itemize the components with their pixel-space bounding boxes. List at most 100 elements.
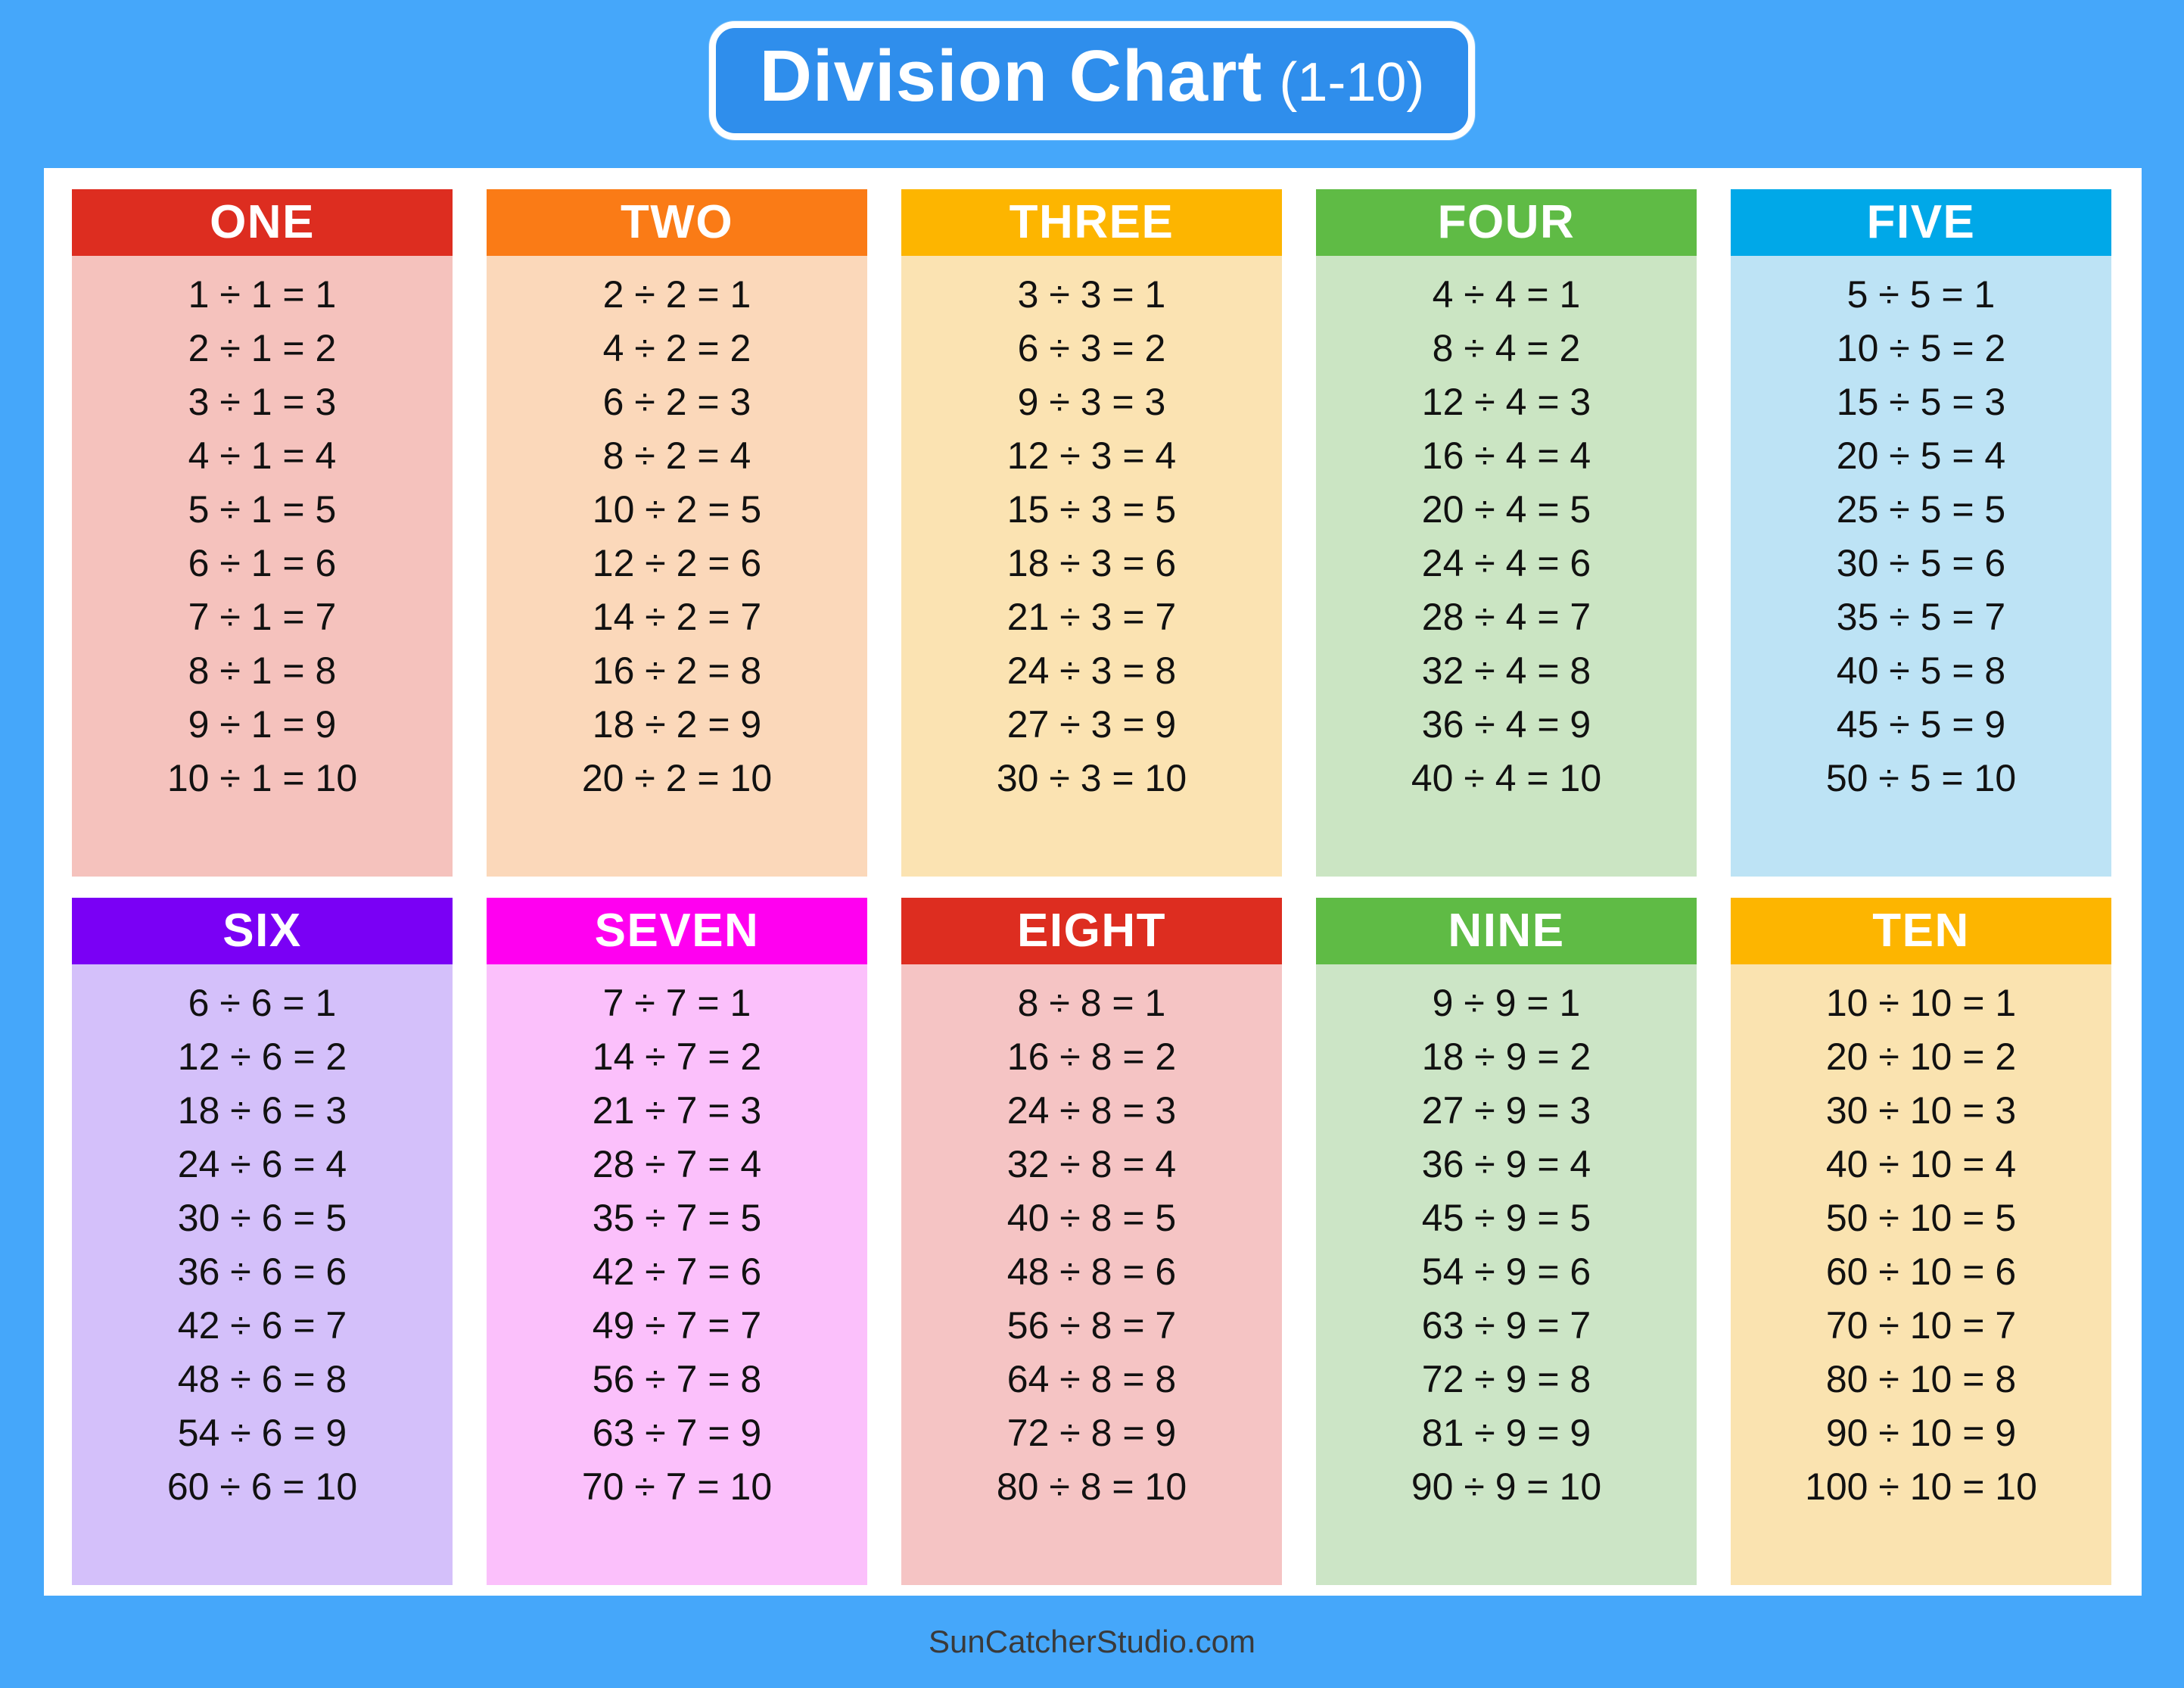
division-fact: 63 ÷ 7 = 9 [592,1412,762,1454]
division-fact: 70 ÷ 7 = 10 [581,1465,773,1508]
division-fact: 30 ÷ 6 = 5 [177,1197,347,1239]
division-fact: 6 ÷ 2 = 3 [602,381,751,423]
division-fact: 36 ÷ 9 = 4 [1421,1143,1591,1185]
table-header-nine: NINE [1316,898,1697,964]
division-fact: 30 ÷ 5 = 6 [1836,542,2006,584]
division-fact: 60 ÷ 6 = 10 [166,1465,358,1508]
division-fact: 4 ÷ 4 = 1 [1432,273,1581,316]
division-fact: 49 ÷ 7 = 7 [592,1304,762,1347]
table-header-two: TWO [487,189,867,256]
division-fact: 12 ÷ 4 = 3 [1421,381,1591,423]
division-fact: 8 ÷ 2 = 4 [602,434,751,477]
table-header-eight: EIGHT [901,898,1282,964]
title-badge: Division Chart (1-10) [708,21,1476,140]
division-fact: 40 ÷ 10 = 4 [1825,1143,2017,1185]
table-body: 4 ÷ 4 = 1 8 ÷ 4 = 2 12 ÷ 4 = 3 16 ÷ 4 = 4 20… [1316,256,1697,877]
division-tables-grid: ONE 1 ÷ 1 = 1 2 ÷ 1 = 2 3 ÷ 1 = 3 4 ÷ 1 = 4 5… [72,189,2114,1585]
division-fact: 21 ÷ 7 = 3 [592,1089,762,1132]
division-fact: 9 ÷ 1 = 9 [188,703,337,746]
division-fact: 50 ÷ 5 = 10 [1825,757,2017,799]
division-fact: 2 ÷ 1 = 2 [188,327,337,369]
division-table-card: FIVE 5 ÷ 5 = 1 10 ÷ 5 = 2 15 ÷ 5 = 3 20 ÷ 5 … [1731,189,2111,877]
division-fact: 64 ÷ 8 = 8 [1006,1358,1177,1400]
title-container: Division Chart (1-10) [0,21,2184,140]
division-fact: 20 ÷ 4 = 5 [1421,488,1591,531]
division-fact: 16 ÷ 8 = 2 [1006,1036,1177,1078]
division-fact: 6 ÷ 3 = 2 [1017,327,1166,369]
division-table-card: ONE 1 ÷ 1 = 1 2 ÷ 1 = 2 3 ÷ 1 = 3 4 ÷ 1 = 4 5… [72,189,453,877]
table-body: 9 ÷ 9 = 1 18 ÷ 9 = 2 27 ÷ 9 = 3 36 ÷ 9 = 4 4… [1316,964,1697,1585]
division-fact: 15 ÷ 3 = 5 [1006,488,1177,531]
division-fact: 48 ÷ 8 = 6 [1006,1250,1177,1293]
division-fact: 27 ÷ 3 = 9 [1006,703,1177,746]
division-table-card: FOUR 4 ÷ 4 = 1 8 ÷ 4 = 2 12 ÷ 4 = 3 16 ÷ 4 =… [1316,189,1697,877]
division-fact: 10 ÷ 2 = 5 [592,488,762,531]
division-fact: 10 ÷ 5 = 2 [1836,327,2006,369]
division-fact: 80 ÷ 10 = 8 [1825,1358,2017,1400]
table-body: 2 ÷ 2 = 1 4 ÷ 2 = 2 6 ÷ 2 = 3 8 ÷ 2 = 4 10 ÷… [487,256,867,877]
division-fact: 28 ÷ 4 = 7 [1421,596,1591,638]
division-fact: 24 ÷ 6 = 4 [177,1143,347,1185]
division-fact: 18 ÷ 3 = 6 [1006,542,1177,584]
division-fact: 8 ÷ 4 = 2 [1432,327,1581,369]
division-table-card: THREE 3 ÷ 3 = 1 6 ÷ 3 = 2 9 ÷ 3 = 3 12 ÷ 3 =… [901,189,1282,877]
division-fact: 63 ÷ 9 = 7 [1421,1304,1591,1347]
division-fact: 45 ÷ 9 = 5 [1421,1197,1591,1239]
division-fact: 12 ÷ 2 = 6 [592,542,762,584]
division-fact: 36 ÷ 6 = 6 [177,1250,347,1293]
table-header-ten: TEN [1731,898,2111,964]
division-fact: 16 ÷ 2 = 8 [592,649,762,692]
division-fact: 3 ÷ 1 = 3 [188,381,337,423]
division-fact: 9 ÷ 9 = 1 [1432,982,1581,1024]
division-fact: 42 ÷ 6 = 7 [177,1304,347,1347]
division-table-card: TWO 2 ÷ 2 = 1 4 ÷ 2 = 2 6 ÷ 2 = 3 8 ÷ 2 = 4 1… [487,189,867,877]
division-fact: 40 ÷ 5 = 8 [1836,649,2006,692]
division-fact: 16 ÷ 4 = 4 [1421,434,1591,477]
division-table-card: SEVEN 7 ÷ 7 = 1 14 ÷ 7 = 2 21 ÷ 7 = 3 28 ÷ 7… [487,898,867,1585]
division-fact: 6 ÷ 1 = 6 [188,542,337,584]
page-title-range: (1-10) [1279,52,1425,113]
division-fact: 12 ÷ 6 = 2 [177,1036,347,1078]
division-fact: 48 ÷ 6 = 8 [177,1358,347,1400]
division-fact: 30 ÷ 3 = 10 [996,757,1187,799]
division-fact: 5 ÷ 1 = 5 [188,488,337,531]
division-fact: 54 ÷ 6 = 9 [177,1412,347,1454]
division-fact: 12 ÷ 3 = 4 [1006,434,1177,477]
division-fact: 30 ÷ 10 = 3 [1825,1089,2017,1132]
division-fact: 1 ÷ 1 = 1 [188,273,337,316]
division-fact: 20 ÷ 5 = 4 [1836,434,2006,477]
division-fact: 90 ÷ 10 = 9 [1825,1412,2017,1454]
table-body: 7 ÷ 7 = 1 14 ÷ 7 = 2 21 ÷ 7 = 3 28 ÷ 7 = 4 3… [487,964,867,1585]
table-body: 3 ÷ 3 = 1 6 ÷ 3 = 2 9 ÷ 3 = 3 12 ÷ 3 = 4 15 … [901,256,1282,877]
division-fact: 8 ÷ 1 = 8 [188,649,337,692]
division-fact: 100 ÷ 10 = 10 [1805,1465,2037,1508]
division-table-card: TEN 10 ÷ 10 = 1 20 ÷ 10 = 2 30 ÷ 10 = 3 40 ÷… [1731,898,2111,1585]
division-fact: 60 ÷ 10 = 6 [1825,1250,2017,1293]
division-fact: 56 ÷ 8 = 7 [1006,1304,1177,1347]
division-fact: 28 ÷ 7 = 4 [592,1143,762,1185]
table-header-one: ONE [72,189,453,256]
division-fact: 35 ÷ 5 = 7 [1836,596,2006,638]
division-fact: 80 ÷ 8 = 10 [996,1465,1187,1508]
division-fact: 72 ÷ 9 = 8 [1421,1358,1591,1400]
division-fact: 8 ÷ 8 = 1 [1017,982,1166,1024]
division-table-card: NINE 9 ÷ 9 = 1 18 ÷ 9 = 2 27 ÷ 9 = 3 36 ÷ 9 … [1316,898,1697,1585]
table-body: 1 ÷ 1 = 1 2 ÷ 1 = 2 3 ÷ 1 = 3 4 ÷ 1 = 4 5 ÷ … [72,256,453,877]
division-fact: 5 ÷ 5 = 1 [1846,273,1996,316]
table-header-three: THREE [901,189,1282,256]
division-fact: 90 ÷ 9 = 10 [1411,1465,1602,1508]
division-fact: 32 ÷ 4 = 8 [1421,649,1591,692]
division-fact: 40 ÷ 4 = 10 [1411,757,1602,799]
division-fact: 4 ÷ 1 = 4 [188,434,337,477]
division-fact: 14 ÷ 7 = 2 [592,1036,762,1078]
division-table-card: EIGHT 8 ÷ 8 = 1 16 ÷ 8 = 2 24 ÷ 8 = 3 32 ÷ 8… [901,898,1282,1585]
division-fact: 6 ÷ 6 = 1 [188,982,337,1024]
division-fact: 72 ÷ 8 = 9 [1006,1412,1177,1454]
page-title: Division Chart [759,36,1263,117]
division-fact: 21 ÷ 3 = 7 [1006,596,1177,638]
division-fact: 54 ÷ 9 = 6 [1421,1250,1591,1293]
division-fact: 27 ÷ 9 = 3 [1421,1089,1591,1132]
division-fact: 10 ÷ 1 = 10 [166,757,358,799]
division-fact: 36 ÷ 4 = 9 [1421,703,1591,746]
table-body: 10 ÷ 10 = 1 20 ÷ 10 = 2 30 ÷ 10 = 3 40 ÷ 10… [1731,964,2111,1585]
